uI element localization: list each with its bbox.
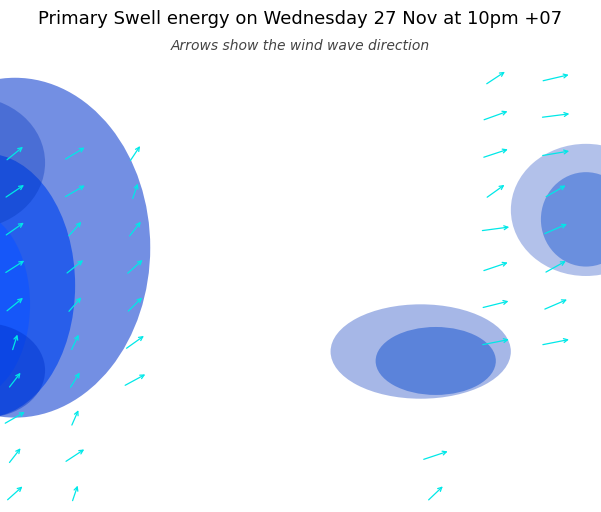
Ellipse shape — [0, 210, 30, 399]
Text: Primary Swell energy on Wednesday 27 Nov at 10pm +07: Primary Swell energy on Wednesday 27 Nov… — [38, 10, 563, 28]
Ellipse shape — [0, 97, 45, 229]
Ellipse shape — [511, 144, 601, 276]
Ellipse shape — [0, 78, 150, 418]
Ellipse shape — [376, 327, 496, 395]
Ellipse shape — [0, 153, 75, 418]
Text: Arrows show the wind wave direction: Arrows show the wind wave direction — [171, 39, 430, 53]
Ellipse shape — [0, 323, 45, 418]
Ellipse shape — [541, 172, 601, 267]
Ellipse shape — [331, 304, 511, 399]
